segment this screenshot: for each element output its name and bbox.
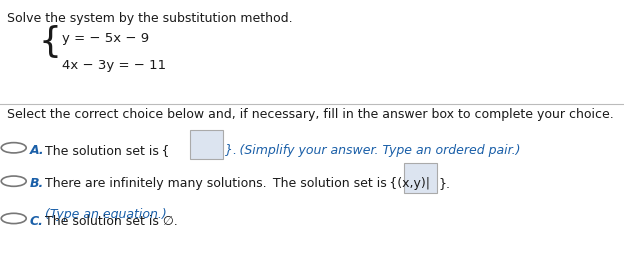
Text: The solution set is {: The solution set is { <box>45 144 169 157</box>
Text: The solution set is ∅.: The solution set is ∅. <box>45 215 178 228</box>
Text: y = − 5x − 9: y = − 5x − 9 <box>62 32 150 45</box>
FancyBboxPatch shape <box>404 163 437 193</box>
Text: 4x − 3y = − 11: 4x − 3y = − 11 <box>62 59 167 72</box>
Circle shape <box>1 176 26 186</box>
Text: A.: A. <box>30 144 44 157</box>
Text: (Type an equation.): (Type an equation.) <box>45 208 167 221</box>
Text: B.: B. <box>30 177 44 190</box>
Text: {: { <box>39 25 62 59</box>
Circle shape <box>1 143 26 153</box>
FancyBboxPatch shape <box>190 130 223 159</box>
Text: C.: C. <box>30 215 44 228</box>
Text: }. (Simplify your answer. Type an ordered pair.): }. (Simplify your answer. Type an ordere… <box>225 144 520 157</box>
Text: }.: }. <box>438 177 450 190</box>
Circle shape <box>1 213 26 224</box>
Text: Solve the system by the substitution method.: Solve the system by the substitution met… <box>7 12 293 25</box>
Text: There are infinitely many solutions. The solution set is {(x,y)|: There are infinitely many solutions. The… <box>45 177 430 190</box>
Text: Select the correct choice below and, if necessary, fill in the answer box to com: Select the correct choice below and, if … <box>7 108 614 121</box>
